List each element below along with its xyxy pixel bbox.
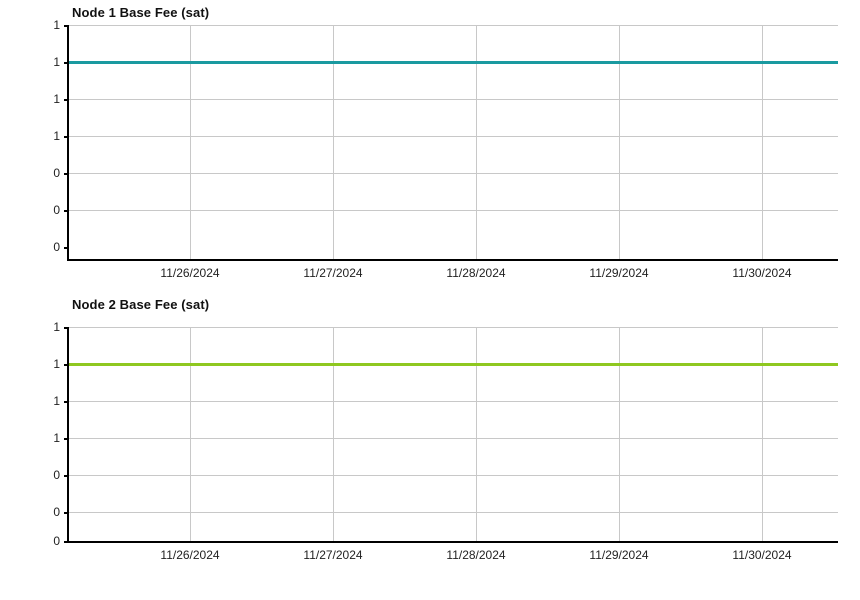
y-tick-mark — [64, 475, 69, 477]
chart-title-node2: Node 2 Base Fee (sat) — [72, 297, 210, 312]
x-tick-label: 11/28/2024 — [446, 266, 506, 280]
y-tick-label: 0 — [53, 505, 60, 519]
y-tick-mark — [64, 62, 69, 64]
series-line-node1 — [69, 61, 838, 64]
y-tick-label: 1 — [53, 55, 60, 69]
gridline-horizontal — [69, 475, 838, 476]
y-tick-mark — [64, 99, 69, 101]
gridline-vertical — [190, 25, 191, 259]
y-tick-mark — [64, 247, 69, 249]
chart-panel-node1: Node 1 Base Fee (sat) 1 1 1 1 0 0 0 11/ — [0, 0, 860, 292]
y-tick-label: 1 — [53, 18, 60, 32]
y-tick-mark — [64, 438, 69, 440]
gridline-vertical — [619, 25, 620, 259]
x-tick-label: 11/27/2024 — [303, 266, 363, 280]
x-tick-label: 11/27/2024 — [303, 548, 363, 562]
gridline-horizontal — [69, 210, 838, 211]
gridline-vertical — [476, 327, 477, 541]
gridline-vertical — [333, 327, 334, 541]
y-tick-mark — [64, 401, 69, 403]
plot-area-node2: 1 1 1 1 0 0 0 11/26/2024 11/27/2024 11/2… — [53, 320, 838, 562]
y-tick-label: 1 — [53, 92, 60, 106]
y-tick-mark — [64, 541, 69, 543]
x-tick-label: 11/29/2024 — [589, 266, 649, 280]
gridline-horizontal — [69, 512, 838, 513]
y-tick-label: 0 — [53, 534, 60, 548]
y-tick-label: 1 — [53, 320, 60, 334]
x-tick-label: 11/26/2024 — [160, 266, 220, 280]
x-tick-label: 11/26/2024 — [160, 548, 220, 562]
chart-panel-node2: Node 2 Base Fee (sat) 1 1 1 1 0 0 0 11/2… — [0, 292, 860, 600]
gridline-vertical — [190, 327, 191, 541]
y-tick-label: 0 — [53, 166, 60, 180]
y-tick-label: 0 — [53, 468, 60, 482]
y-tick-mark — [64, 25, 69, 27]
y-tick-mark — [64, 327, 69, 329]
gridline-horizontal — [69, 438, 838, 439]
gridline-vertical — [333, 25, 334, 259]
gridline-horizontal — [69, 327, 838, 328]
gridline-vertical — [476, 25, 477, 259]
y-tick-mark — [64, 173, 69, 175]
y-tick-label: 1 — [53, 357, 60, 371]
gridline-horizontal — [69, 173, 838, 174]
gridline-horizontal — [69, 99, 838, 100]
x-tick-label: 11/28/2024 — [446, 548, 506, 562]
y-tick-mark — [64, 210, 69, 212]
plot-area-node1: 1 1 1 1 0 0 0 11/26/2024 11/27/2024 11/2… — [53, 18, 838, 280]
gridline-horizontal — [69, 136, 838, 137]
gridline-vertical — [619, 327, 620, 541]
y-tick-label: 1 — [53, 394, 60, 408]
y-tick-label: 0 — [53, 240, 60, 254]
x-tick-label: 11/30/2024 — [732, 548, 792, 562]
gridline-vertical — [762, 25, 763, 259]
chart-title-node1: Node 1 Base Fee (sat) — [72, 5, 210, 20]
gridline-horizontal — [69, 401, 838, 402]
x-tick-label: 11/30/2024 — [732, 266, 792, 280]
y-tick-label: 1 — [53, 129, 60, 143]
gridline-vertical — [762, 327, 763, 541]
y-tick-mark — [64, 512, 69, 514]
gridline-horizontal — [69, 25, 838, 26]
x-tick-label: 11/29/2024 — [589, 548, 649, 562]
y-tick-mark — [64, 364, 69, 366]
y-tick-label: 0 — [53, 203, 60, 217]
y-tick-label: 1 — [53, 431, 60, 445]
series-line-node2 — [69, 363, 838, 366]
y-tick-mark — [64, 136, 69, 138]
